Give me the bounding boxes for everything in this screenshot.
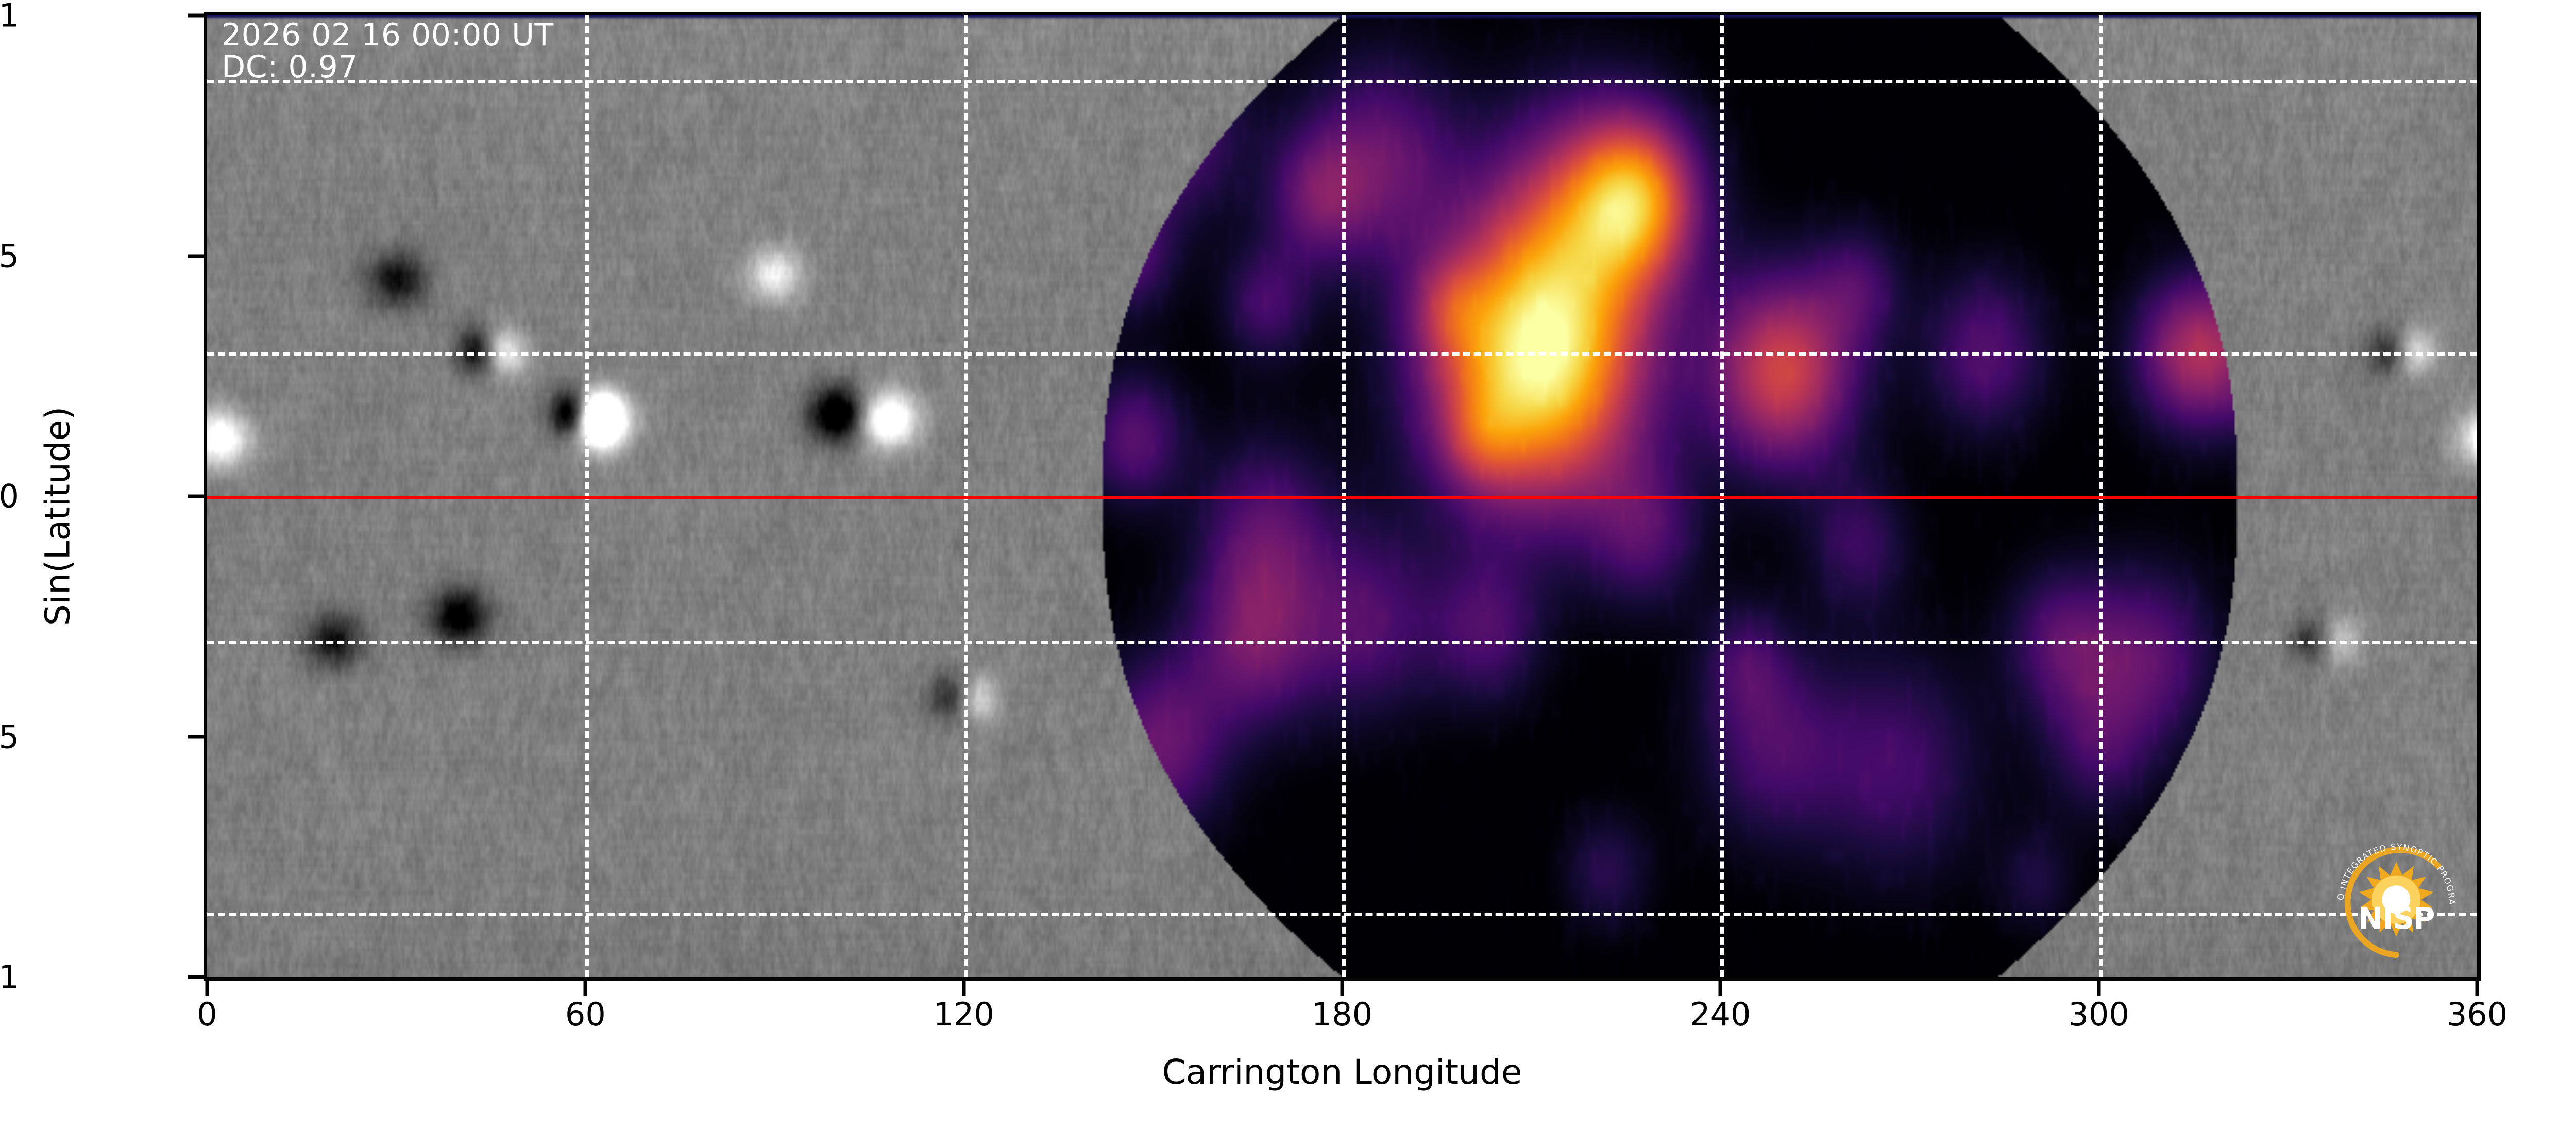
y-tick-mark <box>188 13 204 18</box>
x-tick-label: 120 <box>933 996 994 1033</box>
y-tick-label: 0 <box>0 477 19 515</box>
grid-line-horizontal <box>207 80 2477 84</box>
x-tick-mark <box>205 981 209 996</box>
x-tick-mark <box>583 981 587 996</box>
y-tick-label: -0.5 <box>0 718 19 755</box>
x-tick-label: 0 <box>197 996 217 1033</box>
x-tick-label: 360 <box>2446 996 2508 1033</box>
x-tick-label: 300 <box>2068 996 2129 1033</box>
x-axis-label: Carrington Longitude <box>1162 1052 1522 1092</box>
plot-area: 2026 02 16 00:00 UT DC: 0.97 NSO INTEGRA… <box>204 12 2481 981</box>
x-tick-mark <box>1718 981 1722 996</box>
y-tick-mark <box>188 254 204 258</box>
x-tick-label: 180 <box>1311 996 1373 1033</box>
y-tick-mark <box>188 975 204 979</box>
x-tick-label: 240 <box>1690 996 1751 1033</box>
y-tick-mark <box>188 494 204 498</box>
x-tick-mark <box>962 981 966 996</box>
x-tick-mark <box>1340 981 1344 996</box>
x-tick-mark <box>2475 981 2479 996</box>
x-tick-mark <box>2097 981 2101 996</box>
nisp-acronym: NISP <box>2358 901 2434 936</box>
grid-line-horizontal <box>207 640 2477 644</box>
y-tick-mark <box>188 735 204 738</box>
y-tick-label: 0.5 <box>0 237 19 275</box>
y-axis-label: Sin(Latitude) <box>38 406 78 626</box>
x-tick-label: 60 <box>565 996 606 1033</box>
equator-line <box>207 496 2477 499</box>
y-tick-label: -1 <box>0 958 19 996</box>
nisp-logo: NSO INTEGRATED SYNOPTIC PROGRAM NISP <box>2329 835 2456 958</box>
plot-inner <box>207 15 2477 977</box>
y-tick-label: 1 <box>0 0 19 35</box>
grid-line-horizontal <box>207 912 2477 916</box>
grid-line-horizontal <box>207 352 2477 356</box>
